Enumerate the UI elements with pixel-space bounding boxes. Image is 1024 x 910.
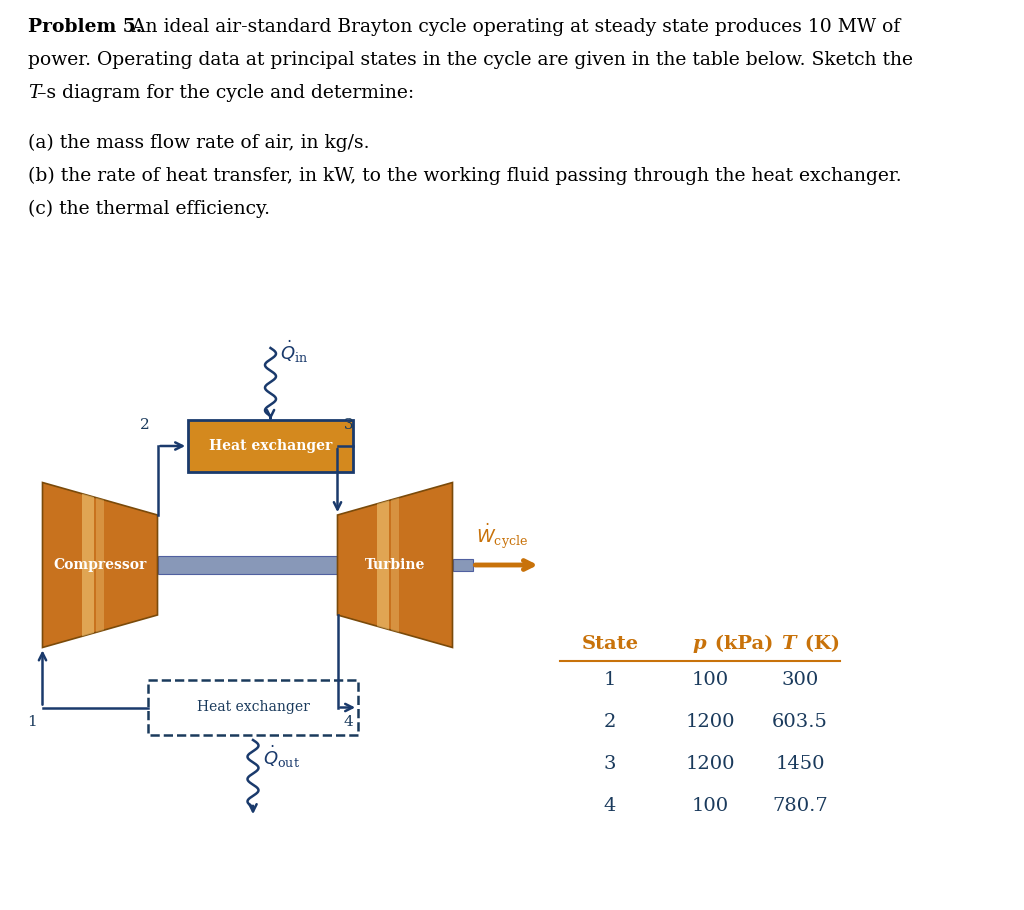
- Text: (a) the mass flow rate of air, in kg/s.: (a) the mass flow rate of air, in kg/s.: [28, 134, 370, 152]
- Text: 4: 4: [343, 715, 353, 730]
- Polygon shape: [377, 501, 389, 630]
- FancyBboxPatch shape: [158, 556, 338, 574]
- Polygon shape: [82, 493, 94, 636]
- Text: 2: 2: [604, 713, 616, 731]
- Text: 1200: 1200: [685, 713, 735, 731]
- Text: An ideal air-standard Brayton cycle operating at steady state produces 10 MW of: An ideal air-standard Brayton cycle oper…: [126, 18, 900, 36]
- Text: 1200: 1200: [685, 755, 735, 773]
- Polygon shape: [43, 482, 158, 648]
- Polygon shape: [391, 498, 399, 632]
- Text: T: T: [781, 635, 796, 653]
- Text: 100: 100: [691, 671, 728, 689]
- Text: (c) the thermal efficiency.: (c) the thermal efficiency.: [28, 200, 270, 218]
- Text: Compressor: Compressor: [53, 558, 146, 572]
- Text: Heat exchanger: Heat exchanger: [209, 439, 332, 453]
- Text: 780.7: 780.7: [772, 797, 827, 815]
- Text: p: p: [692, 635, 706, 653]
- Text: 3: 3: [604, 755, 616, 773]
- Text: –s diagram for the cycle and determine:: –s diagram for the cycle and determine:: [37, 84, 414, 102]
- Text: 4: 4: [604, 797, 616, 815]
- FancyBboxPatch shape: [148, 680, 358, 735]
- Text: T: T: [28, 84, 41, 102]
- Text: 2: 2: [139, 418, 150, 432]
- Text: State: State: [582, 635, 639, 653]
- Polygon shape: [96, 498, 104, 632]
- FancyBboxPatch shape: [453, 559, 472, 571]
- Text: (kPa): (kPa): [708, 635, 773, 653]
- Text: 3: 3: [343, 418, 353, 432]
- Text: 100: 100: [691, 797, 728, 815]
- Text: 1450: 1450: [775, 755, 824, 773]
- Text: Turbine: Turbine: [365, 558, 425, 572]
- Polygon shape: [338, 482, 453, 648]
- Text: 1: 1: [27, 715, 37, 730]
- Text: Problem 5.: Problem 5.: [28, 18, 142, 36]
- FancyBboxPatch shape: [188, 420, 353, 472]
- Text: $\dot{Q}_{\mathregular{in}}$: $\dot{Q}_{\mathregular{in}}$: [281, 339, 308, 365]
- Text: 300: 300: [781, 671, 818, 689]
- Text: $\dot{Q}_{\mathregular{out}}$: $\dot{Q}_{\mathregular{out}}$: [263, 743, 300, 770]
- Text: (b) the rate of heat transfer, in kW, to the working fluid passing through the h: (b) the rate of heat transfer, in kW, to…: [28, 167, 901, 186]
- Text: (K): (K): [798, 635, 840, 653]
- Text: 1: 1: [604, 671, 616, 689]
- Text: $\dot{W}_{\mathregular{cycle}}$: $\dot{W}_{\mathregular{cycle}}$: [476, 521, 528, 551]
- Text: 603.5: 603.5: [772, 713, 828, 731]
- Text: Heat exchanger: Heat exchanger: [197, 701, 309, 714]
- Text: power. Operating data at principal states in the cycle are given in the table be: power. Operating data at principal state…: [28, 51, 913, 69]
